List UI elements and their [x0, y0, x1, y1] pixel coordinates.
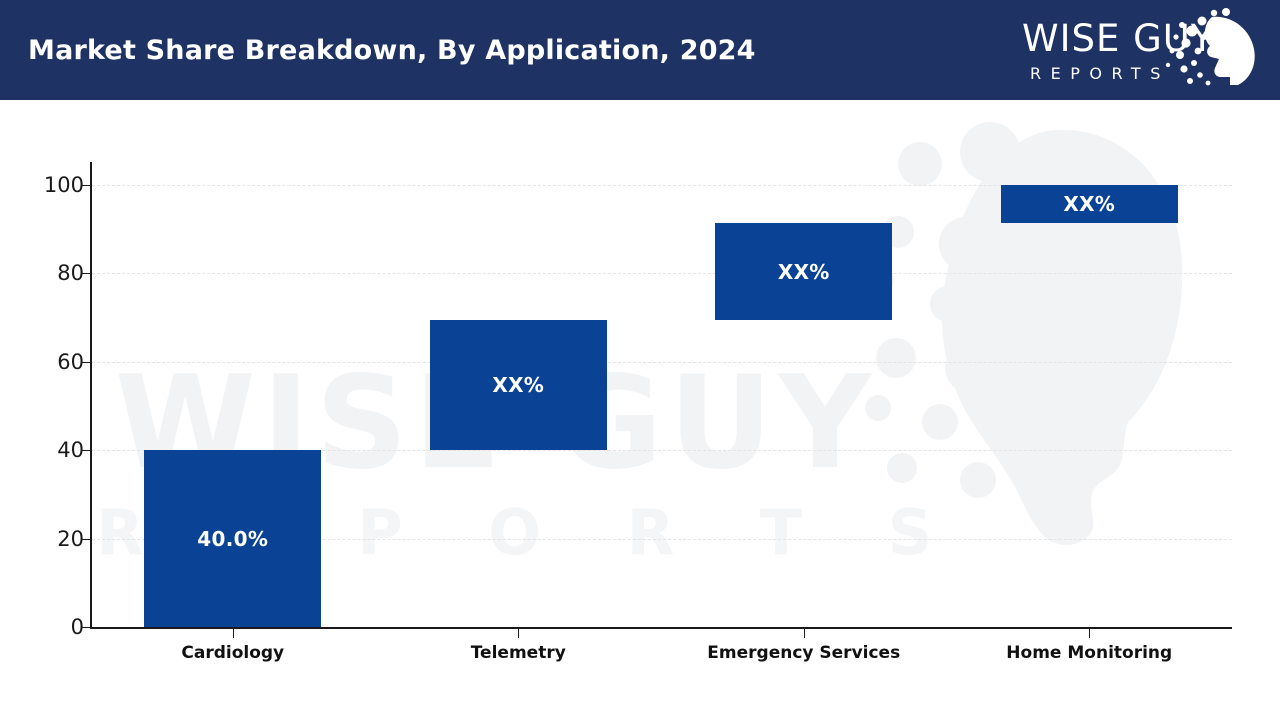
- x-axis-tick-label: Telemetry: [470, 643, 566, 663]
- gridline: [92, 273, 1232, 275]
- y-axis-tick: [82, 185, 91, 186]
- x-axis-tick-label: Emergency Services: [707, 643, 901, 663]
- x-axis-tick: [1089, 629, 1091, 638]
- bar-emergency-services[interactable]: XX%: [715, 223, 893, 320]
- y-axis-tick-label: 80: [57, 261, 84, 286]
- x-axis-tick-label: Cardiology: [181, 643, 285, 663]
- logo-svg: WISE GUY REPORTS: [1022, 8, 1255, 86]
- y-axis-tick: [82, 627, 91, 628]
- gridline: [92, 538, 1232, 540]
- svg-text:REPORTS: REPORTS: [1030, 64, 1170, 83]
- dot-cloud-icon: [1165, 8, 1230, 86]
- bar-cardiology[interactable]: 40.0%: [144, 450, 322, 627]
- y-axis-tick-label: 20: [57, 526, 84, 551]
- gridline: [92, 450, 1232, 452]
- y-axis-tick-label: 60: [57, 349, 84, 374]
- y-axis-tick: [82, 273, 91, 275]
- x-axis-tick-label: Home Monitoring: [1006, 643, 1173, 663]
- y-axis-tick-label: 0: [70, 615, 84, 639]
- x-axis-tick: [803, 629, 805, 638]
- y-axis-tick-label: 100: [43, 173, 84, 197]
- bar-telemetry[interactable]: XX%: [429, 319, 607, 451]
- bar-value-label: XX%: [777, 259, 830, 284]
- bar-value-label: 40.0%: [197, 526, 269, 551]
- gridline: [92, 361, 1232, 363]
- y-axis-tick: [82, 538, 91, 540]
- page-title: Market Share Breakdown, By Application, …: [28, 34, 756, 66]
- x-axis-tick: [518, 629, 520, 638]
- bar-value-label: XX%: [492, 372, 545, 397]
- bar-home-monitoring[interactable]: XX%: [1000, 185, 1178, 224]
- y-axis-tick-label: 40: [57, 438, 84, 463]
- y-axis-tick: [82, 450, 91, 452]
- page-header: Market Share Breakdown, By Application, …: [0, 0, 1280, 100]
- chart-canvas: WISE GUY R E P O R T S: [0, 100, 1280, 720]
- y-axis-tick: [82, 361, 91, 363]
- gridline: [92, 185, 1232, 186]
- head-profile-icon: [1204, 16, 1255, 86]
- y-axis-line: [90, 162, 92, 627]
- x-axis-line: [90, 627, 1232, 629]
- bar-value-label: XX%: [1063, 192, 1116, 217]
- wise-guy-reports-logo: WISE GUY REPORTS: [1016, 7, 1264, 93]
- x-axis-tick: [232, 629, 234, 638]
